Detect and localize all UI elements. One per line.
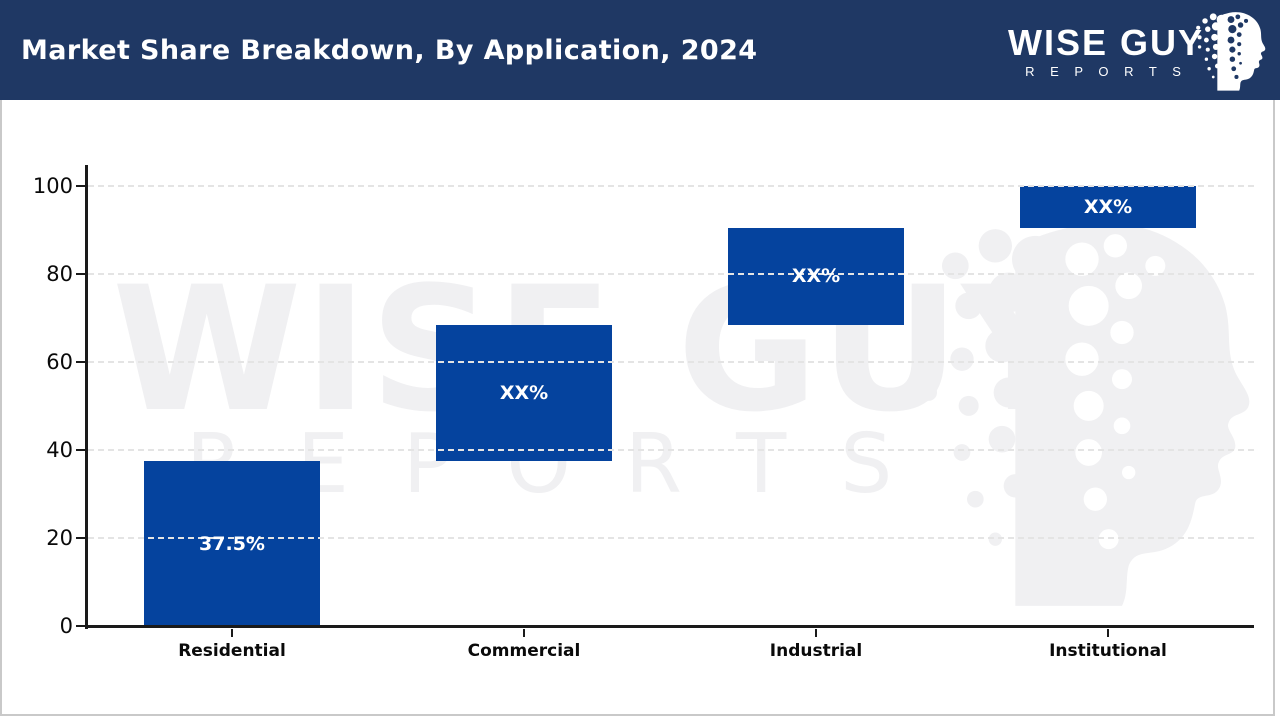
bar-value-label-commercial: XX%	[499, 381, 549, 404]
y-tick-100	[76, 185, 85, 187]
y-axis-line	[85, 165, 88, 629]
bar-commercial	[436, 324, 612, 461]
x-tick-industrial	[815, 629, 817, 637]
x-tick-commercial	[523, 629, 525, 637]
bar-value-label-residential: 37.5%	[199, 532, 265, 555]
brand-name-text: WISE GUY	[1007, 21, 1204, 63]
bar-residential	[144, 461, 320, 626]
y-tick-label-20: 20	[46, 526, 73, 550]
page-title: Market Share Breakdown, By Application, …	[21, 34, 758, 66]
y-tick-label-60: 60	[46, 350, 73, 374]
y-tick-0	[76, 625, 85, 627]
y-tick-40	[76, 449, 85, 451]
x-axis-line	[85, 625, 1254, 628]
y-tick-60	[76, 361, 85, 363]
y-tick-label-0: 0	[59, 614, 73, 638]
brand-wordmark: WISE GUY R E P O R T S	[1007, 21, 1204, 79]
y-tick-80	[76, 273, 85, 275]
gridline-y-20	[88, 537, 1254, 539]
gridline-y-100	[88, 185, 1254, 187]
x-tick-label-institutional: Institutional	[1049, 641, 1167, 661]
gridline-y-60	[88, 361, 1254, 363]
y-tick-label-80: 80	[46, 262, 73, 286]
bar-value-label-institutional: XX%	[1083, 195, 1133, 218]
x-tick-institutional	[1107, 629, 1109, 637]
brand-logo: WISE GUY R E P O R T S	[1008, 6, 1272, 96]
y-tick-label-40: 40	[46, 438, 73, 462]
brand-reports-text: R E P O R T S	[1025, 63, 1187, 79]
x-tick-label-industrial: Industrial	[769, 641, 863, 661]
bar-institutional	[1020, 186, 1196, 228]
watermark-head-icon	[912, 222, 1250, 606]
x-tick-label-residential: Residential	[178, 641, 286, 661]
header-bar: Market Share Breakdown, By Application, …	[0, 0, 1280, 100]
bar-value-label-industrial: XX%	[791, 265, 841, 288]
y-tick-20	[76, 537, 85, 539]
x-tick-residential	[231, 629, 233, 637]
gridline-y-40	[88, 449, 1254, 451]
gridline-y-80	[88, 273, 1254, 275]
x-tick-label-commercial: Commercial	[467, 641, 581, 661]
brand-head-icon	[1196, 12, 1266, 91]
plot-area: 0 20 40 60 80 100 37.5% Residential XX% Commercia…	[0, 100, 1280, 716]
y-tick-label-100: 100	[32, 174, 73, 198]
bar-industrial	[728, 227, 904, 325]
